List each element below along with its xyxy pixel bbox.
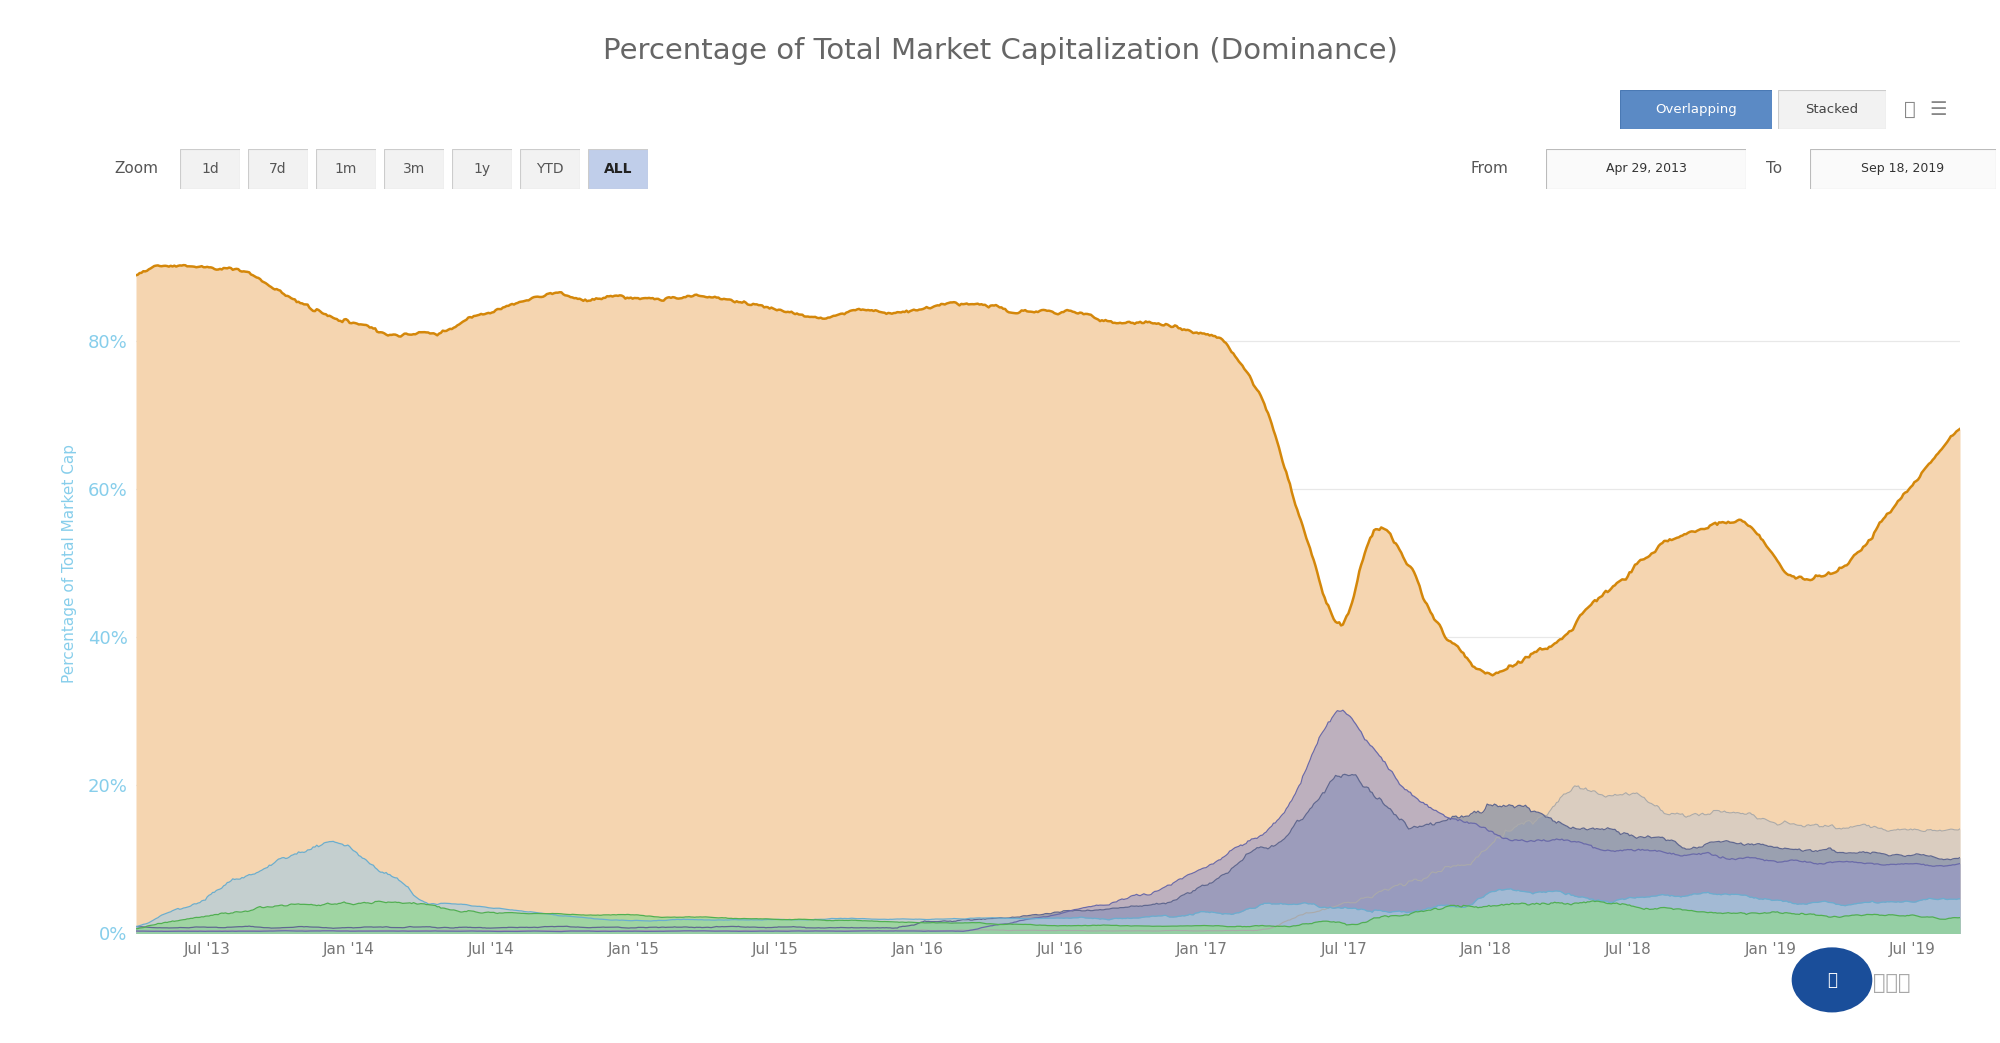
- Text: Sep 18, 2019: Sep 18, 2019: [1862, 163, 1944, 175]
- Text: Stacked: Stacked: [1806, 103, 1858, 116]
- Text: From: From: [1470, 162, 1508, 176]
- Y-axis label: Percentage of Total Market Cap: Percentage of Total Market Cap: [62, 443, 76, 683]
- Circle shape: [1792, 947, 1872, 1013]
- Text: ALL: ALL: [604, 162, 632, 176]
- Text: ☰: ☰: [1930, 100, 1946, 119]
- Text: Overlapping: Overlapping: [1656, 103, 1736, 116]
- Text: Percentage of Total Market Capitalization (Dominance): Percentage of Total Market Capitalizatio…: [602, 37, 1398, 65]
- Text: 1m: 1m: [334, 162, 358, 176]
- Text: YTD: YTD: [536, 162, 564, 176]
- Text: ⛶: ⛶: [1904, 100, 1916, 119]
- Text: Apr 29, 2013: Apr 29, 2013: [1606, 163, 1686, 175]
- Text: 币: 币: [1828, 971, 1836, 989]
- Text: 1d: 1d: [202, 162, 218, 176]
- Text: 3m: 3m: [402, 162, 426, 176]
- Text: 7d: 7d: [270, 162, 286, 176]
- Text: Zoom: Zoom: [114, 162, 158, 176]
- Text: 币圈子: 币圈子: [1874, 972, 1910, 993]
- Text: 1y: 1y: [474, 162, 490, 176]
- Text: To: To: [1766, 162, 1782, 176]
